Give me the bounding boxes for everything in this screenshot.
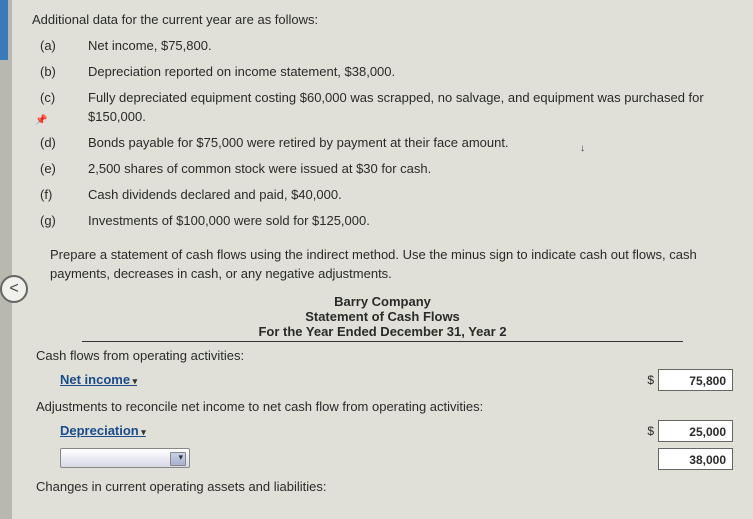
statement-title: Statement of Cash Flows [32,309,733,324]
blank-select[interactable] [60,448,190,468]
blank-row: $ 38,000 [32,448,733,471]
adjustments-text: Adjustments to reconcile net income to n… [36,399,733,414]
item-label: (a) [40,37,88,55]
instructions-text: Prepare a statement of cash flows using … [32,245,733,284]
cursor-icon: ↓ [580,143,585,154]
divider [82,341,683,342]
left-accent-bar [0,0,8,60]
net-income-row: Net income $ 75,800 [32,369,733,391]
item-label: (e) [40,160,88,178]
data-list: (a) Net income, $75,800. (b) Depreciatio… [40,37,733,231]
operating-section-label: Cash flows from operating activities: [36,348,733,363]
depreciation-amount-input[interactable]: 25,000 [658,420,733,442]
item-text: Cash dividends declared and paid, $40,00… [88,186,733,204]
data-item-d: (d) Bonds payable for $75,000 were retir… [40,134,733,152]
dollar-sign: $ [647,373,654,387]
statement-header: Barry Company Statement of Cash Flows Fo… [32,294,733,339]
data-item-a: (a) Net income, $75,800. [40,37,733,55]
item-label: (b) [40,63,88,81]
intro-text: Additional data for the current year are… [32,12,733,27]
data-item-b: (b) Depreciation reported on income stat… [40,63,733,81]
item-text: Net income, $75,800. [88,37,733,55]
dollar-sign: $ [647,424,654,438]
blank-amount-input[interactable]: 38,000 [658,448,733,470]
item-label: (g) [40,212,88,230]
depreciation-select[interactable]: Depreciation [60,423,146,438]
data-item-c: (c) Fully depreciated equipment costing … [40,89,733,125]
pin-icon: 📌 [35,115,47,126]
data-item-f: (f) Cash dividends declared and paid, $4… [40,186,733,204]
prev-nav-button[interactable]: < [0,275,28,303]
net-income-select[interactable]: Net income [60,372,137,387]
item-text: Fully depreciated equipment costing $60,… [88,89,733,125]
changes-text: Changes in current operating assets and … [36,479,733,494]
item-text: Depreciation reported on income statemen… [88,63,733,81]
page-content: Additional data for the current year are… [12,0,753,519]
item-label: (d) [40,134,88,152]
item-text: 2,500 shares of common stock were issued… [88,160,733,178]
item-label: (f) [40,186,88,204]
data-item-e: (e) 2,500 shares of common stock were is… [40,160,733,178]
item-text: Investments of $100,000 were sold for $1… [88,212,733,230]
prev-icon: < [9,280,18,298]
item-text: Bonds payable for $75,000 were retired b… [88,134,733,152]
depreciation-row: Depreciation $ 25,000 [32,420,733,442]
statement-period: For the Year Ended December 31, Year 2 [32,324,733,339]
company-name: Barry Company [32,294,733,309]
net-income-amount-input[interactable]: 75,800 [658,369,733,391]
data-item-g: (g) Investments of $100,000 were sold fo… [40,212,733,230]
